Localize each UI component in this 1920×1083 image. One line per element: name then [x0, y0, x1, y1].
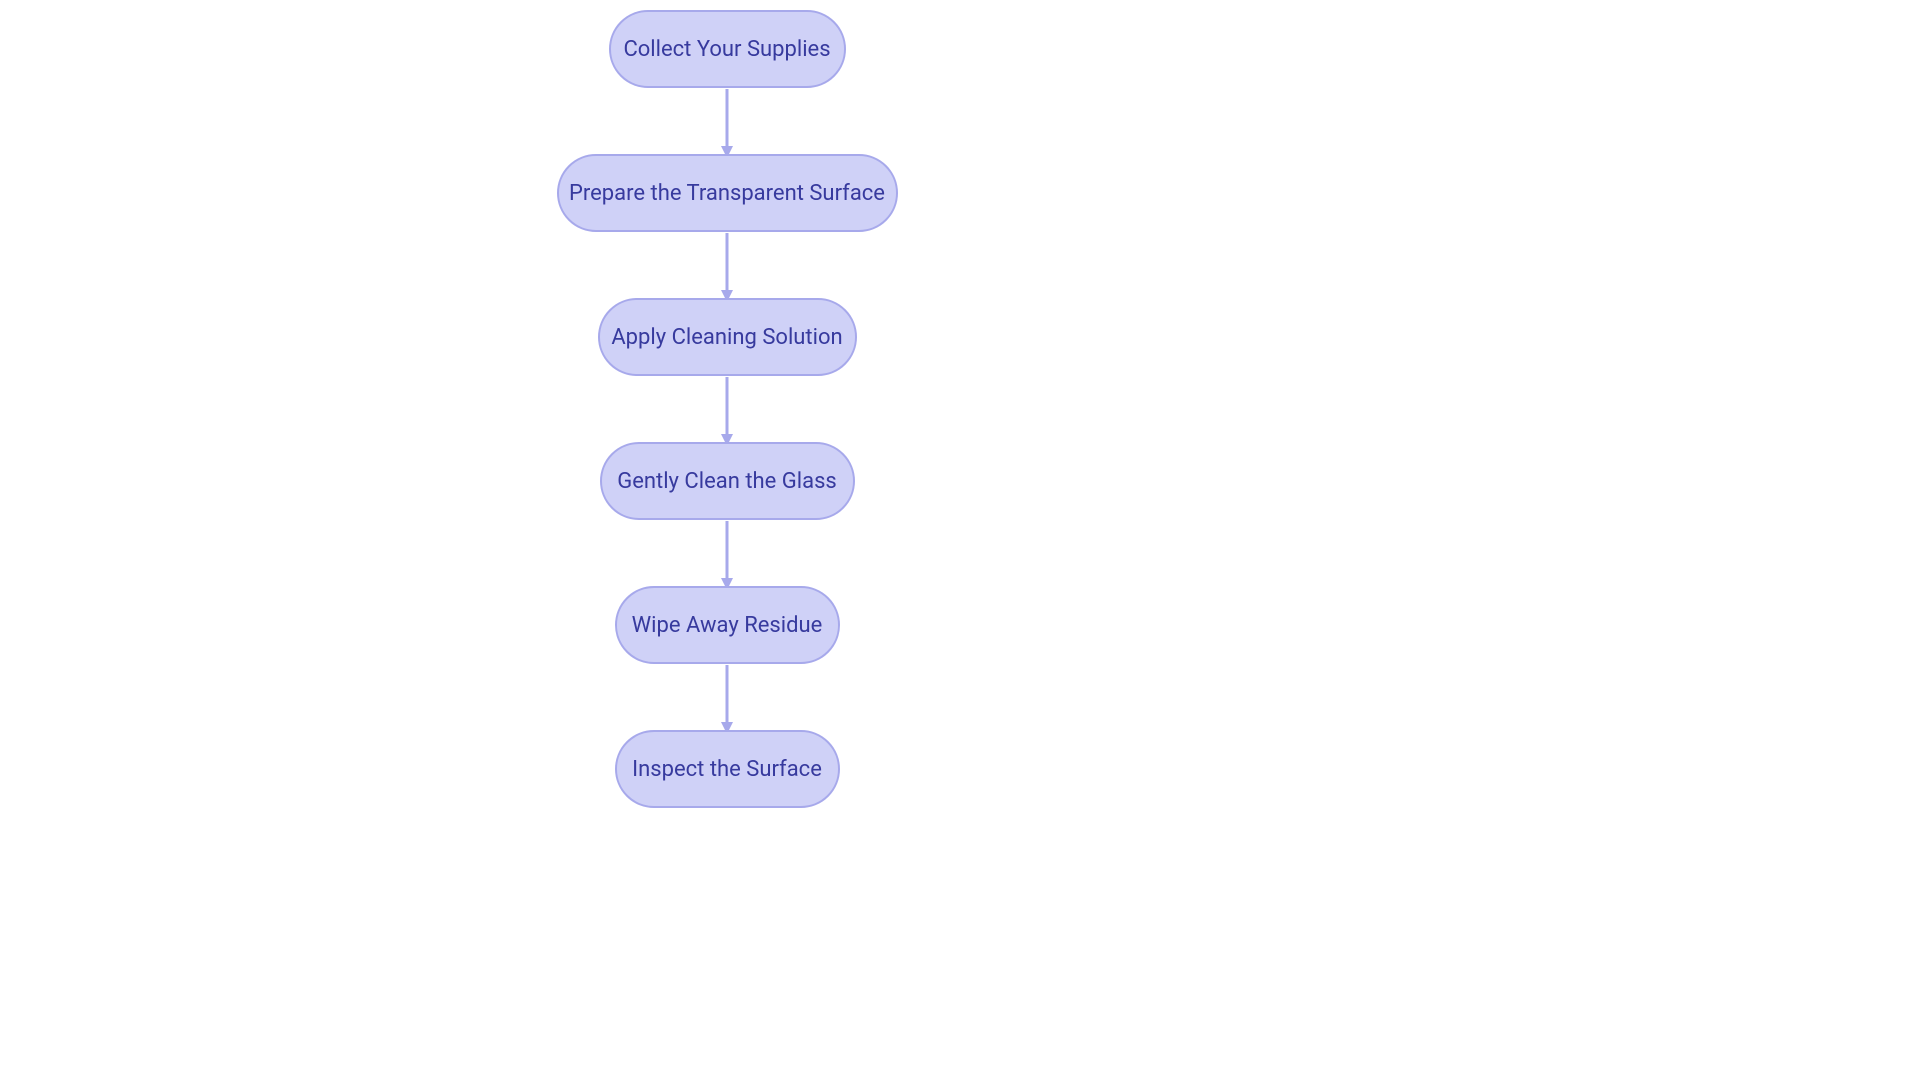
- flowchart-node: Apply Cleaning Solution: [598, 298, 857, 376]
- flowchart-node: Gently Clean the Glass: [600, 442, 855, 520]
- flowchart-node: Wipe Away Residue: [615, 586, 840, 664]
- flowchart-node: Collect Your Supplies: [609, 10, 846, 88]
- flowchart-canvas: Collect Your Supplies Prepare the Transpa…: [0, 0, 1920, 1083]
- flowchart-node-label: Inspect the Surface: [632, 757, 822, 782]
- flowchart-node-label: Collect Your Supplies: [623, 37, 830, 62]
- flowchart-node: Prepare the Transparent Surface: [557, 154, 898, 232]
- flowchart-node-label: Apply Cleaning Solution: [611, 325, 842, 350]
- flowchart-node-label: Gently Clean the Glass: [617, 469, 837, 494]
- connector-layer: [0, 0, 1920, 1083]
- flowchart-node-label: Prepare the Transparent Surface: [569, 181, 885, 206]
- flowchart-node: Inspect the Surface: [615, 730, 840, 808]
- flowchart-node-label: Wipe Away Residue: [632, 613, 823, 638]
